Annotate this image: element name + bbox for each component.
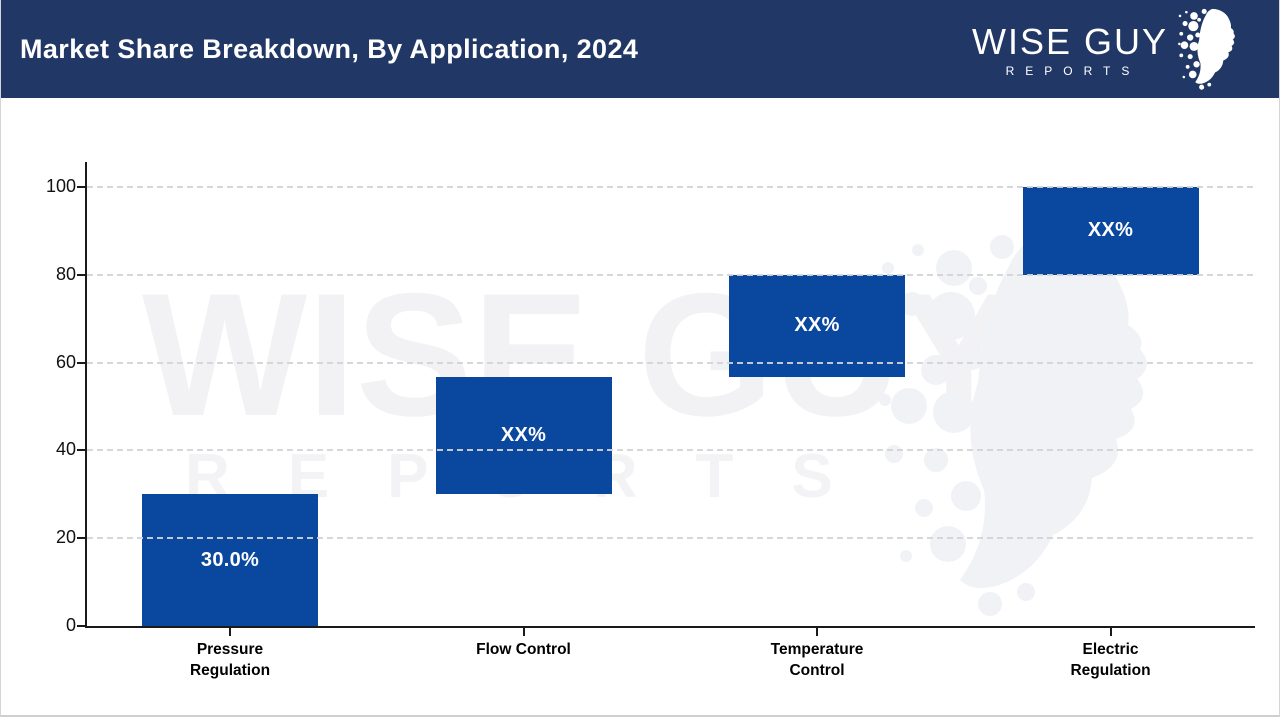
y-tick-mark xyxy=(77,537,85,540)
x-category-label: Temperature Control xyxy=(770,641,864,679)
y-tick-mark xyxy=(77,186,85,188)
y-tick-label: 40 xyxy=(55,439,76,460)
bar-value-label: 30.0% xyxy=(200,548,260,571)
x-axis-line xyxy=(85,626,1255,628)
bar: 30.0% xyxy=(142,494,318,626)
gridline xyxy=(87,273,1253,276)
bar-value-label: XX% xyxy=(794,314,840,337)
y-tick-mark xyxy=(77,273,85,276)
bar: XX% xyxy=(1022,187,1199,275)
x-category-label: Flow Control xyxy=(476,641,571,658)
gridline xyxy=(87,449,1253,452)
y-tick-mark xyxy=(77,625,85,627)
gridline xyxy=(87,537,1253,540)
y-tick-label: 20 xyxy=(55,527,76,548)
gridline xyxy=(87,186,1253,188)
logo-subtext: REPORTS xyxy=(1005,64,1141,78)
y-tick-label: 100 xyxy=(45,176,76,196)
page-title: Market Share Breakdown, By Application, … xyxy=(20,33,639,64)
x-category-label: Pressure Regulation xyxy=(189,641,271,679)
y-tick-mark xyxy=(77,361,85,364)
bar: XX% xyxy=(435,377,612,495)
bar: XX% xyxy=(729,274,905,378)
x-tick-mark xyxy=(1109,628,1112,636)
logo-face-icon xyxy=(1166,7,1250,91)
wise-guy-logo: WISE GUY REPORTS xyxy=(972,7,1250,91)
y-tick-label: 60 xyxy=(55,351,76,372)
y-tick-label: 80 xyxy=(55,263,76,284)
gridline xyxy=(87,361,1253,364)
y-tick-mark xyxy=(77,449,85,452)
watermark-face-icon xyxy=(870,218,1170,630)
logo-text: WISE GUY REPORTS xyxy=(971,21,1168,79)
y-tick-label: 0 xyxy=(65,615,76,635)
logo-wordmark: WISE GUY xyxy=(971,21,1168,62)
x-category-label: Electric Regulation xyxy=(1070,641,1151,679)
header: Market Share Breakdown, By Application, … xyxy=(0,0,1280,98)
x-tick-mark xyxy=(816,628,818,636)
bar-value-label: XX% xyxy=(500,424,547,447)
bar-value-label: XX% xyxy=(1087,219,1134,242)
x-tick-mark xyxy=(522,628,525,636)
x-tick-mark xyxy=(229,628,231,636)
y-axis-line xyxy=(85,162,87,628)
